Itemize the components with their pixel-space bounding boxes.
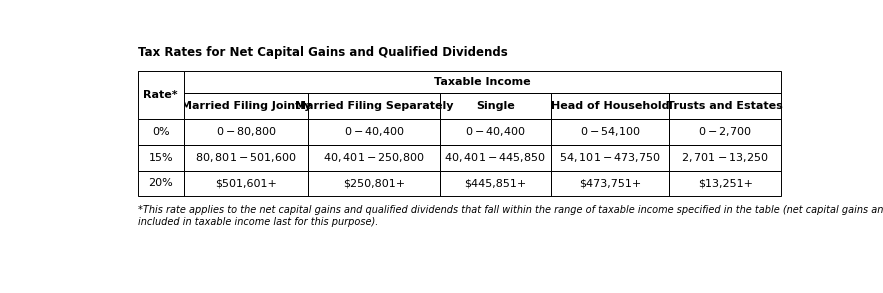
Text: $0 - $40,400: $0 - $40,400	[343, 125, 404, 138]
Text: Single: Single	[476, 101, 515, 111]
Bar	[184, 93, 308, 119]
Bar	[440, 144, 551, 171]
Bar	[184, 144, 308, 171]
Text: *This rate applies to the net capital gains and qualified dividends that fall wi: *This rate applies to the net capital ga…	[138, 205, 883, 227]
Bar	[440, 119, 551, 144]
Bar	[138, 119, 184, 144]
Text: $13,251+: $13,251+	[698, 178, 752, 188]
Bar	[138, 144, 184, 171]
Bar	[440, 171, 551, 197]
Bar	[669, 144, 781, 171]
Bar	[308, 93, 440, 119]
Bar	[669, 171, 781, 197]
Bar	[669, 93, 781, 119]
Bar	[551, 119, 669, 144]
Text: Married Filing Jointly: Married Filing Jointly	[181, 101, 311, 111]
Bar	[669, 171, 781, 197]
Text: $445,851+: $445,851+	[464, 178, 526, 188]
Bar	[440, 144, 551, 171]
Bar	[184, 71, 781, 93]
Bar	[138, 171, 184, 197]
Bar	[551, 171, 669, 197]
Text: $40,401 - $250,800: $40,401 - $250,800	[323, 151, 425, 164]
Bar	[308, 171, 440, 197]
Bar	[184, 144, 308, 171]
Bar	[184, 119, 308, 144]
Bar	[669, 93, 781, 119]
Bar	[184, 119, 308, 144]
Text: 20%: 20%	[148, 178, 173, 188]
Text: Head of Household: Head of Household	[551, 101, 669, 111]
Bar	[669, 144, 781, 171]
Bar	[551, 171, 669, 197]
Bar	[669, 119, 781, 144]
Bar	[308, 119, 440, 144]
Bar	[138, 144, 184, 171]
Bar	[308, 93, 440, 119]
Text: $0 - $2,700: $0 - $2,700	[698, 125, 752, 138]
Text: $80,801 - $501,600: $80,801 - $501,600	[195, 151, 297, 164]
Bar	[308, 144, 440, 171]
Bar	[138, 171, 184, 197]
Text: 15%: 15%	[148, 153, 173, 163]
Bar	[138, 71, 184, 93]
Bar	[551, 93, 669, 119]
Text: Tax Rates for Net Capital Gains and Qualified Dividends: Tax Rates for Net Capital Gains and Qual…	[138, 47, 508, 59]
Bar	[308, 171, 440, 197]
Bar	[551, 144, 669, 171]
Text: $0 - $40,400: $0 - $40,400	[465, 125, 526, 138]
Text: Rate*: Rate*	[143, 90, 178, 100]
Bar	[440, 93, 551, 119]
Bar	[184, 171, 308, 197]
Bar	[440, 171, 551, 197]
Text: Taxable Income: Taxable Income	[434, 77, 531, 87]
Bar	[184, 171, 308, 197]
Text: Trusts and Estates: Trusts and Estates	[668, 101, 783, 111]
Bar	[138, 71, 184, 119]
Text: $40,401 - $445,850: $40,401 - $445,850	[444, 151, 547, 164]
Bar	[138, 119, 184, 144]
Bar	[551, 93, 669, 119]
Text: $2,701 - $13,250: $2,701 - $13,250	[682, 151, 769, 164]
Text: $501,601+: $501,601+	[215, 178, 277, 188]
Bar	[440, 119, 551, 144]
Text: $0 - $80,800: $0 - $80,800	[215, 125, 276, 138]
Bar	[308, 119, 440, 144]
Bar	[184, 93, 308, 119]
Text: Married Filing Separately: Married Filing Separately	[295, 101, 453, 111]
Bar	[440, 93, 551, 119]
Text: $0 - $54,100: $0 - $54,100	[580, 125, 641, 138]
Bar	[551, 119, 669, 144]
Text: $250,801+: $250,801+	[343, 178, 405, 188]
Text: $54,101 - $473,750: $54,101 - $473,750	[559, 151, 661, 164]
Text: $473,751+: $473,751+	[579, 178, 641, 188]
Bar	[308, 144, 440, 171]
Bar	[551, 144, 669, 171]
Text: 0%: 0%	[152, 127, 170, 137]
Bar	[669, 119, 781, 144]
Bar	[184, 71, 781, 93]
